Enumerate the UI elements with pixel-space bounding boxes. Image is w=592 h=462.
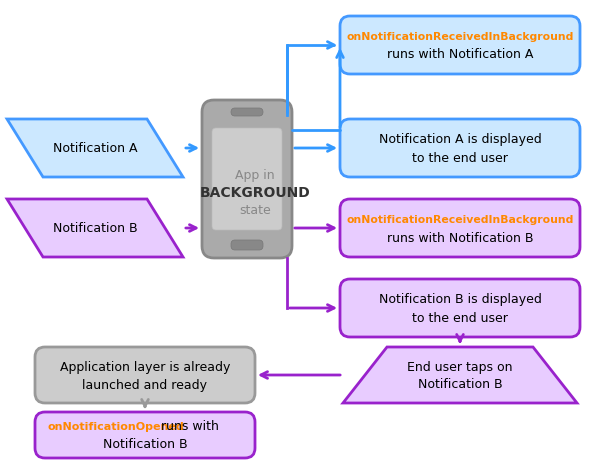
- Polygon shape: [343, 347, 577, 403]
- Text: BACKGROUND: BACKGROUND: [200, 186, 310, 200]
- Text: to the end user: to the end user: [412, 311, 508, 324]
- Text: Notification B: Notification B: [53, 221, 137, 235]
- Text: onNotificationOpened: onNotificationOpened: [47, 422, 184, 432]
- Text: End user taps on: End user taps on: [407, 360, 513, 373]
- FancyBboxPatch shape: [35, 412, 255, 458]
- FancyBboxPatch shape: [340, 16, 580, 74]
- FancyBboxPatch shape: [212, 128, 282, 230]
- Text: to the end user: to the end user: [412, 152, 508, 164]
- Polygon shape: [7, 119, 183, 177]
- FancyBboxPatch shape: [202, 100, 292, 258]
- FancyBboxPatch shape: [340, 119, 580, 177]
- FancyBboxPatch shape: [35, 347, 255, 403]
- FancyBboxPatch shape: [340, 199, 580, 257]
- Text: runs with Notification A: runs with Notification A: [387, 49, 533, 61]
- Text: runs with: runs with: [157, 420, 219, 433]
- Text: Notification A is displayed: Notification A is displayed: [379, 134, 541, 146]
- Text: Notification B is displayed: Notification B is displayed: [378, 293, 542, 306]
- FancyBboxPatch shape: [231, 108, 263, 116]
- Text: App in: App in: [235, 169, 275, 182]
- FancyBboxPatch shape: [231, 240, 263, 250]
- Text: onNotificationReceivedInBackground: onNotificationReceivedInBackground: [346, 215, 574, 225]
- FancyBboxPatch shape: [340, 279, 580, 337]
- Text: runs with Notification B: runs with Notification B: [387, 231, 533, 244]
- Text: Application layer is already: Application layer is already: [60, 360, 230, 373]
- Text: Notification A: Notification A: [53, 141, 137, 154]
- Text: onNotificationReceivedInBackground: onNotificationReceivedInBackground: [346, 32, 574, 42]
- Text: Notification B: Notification B: [418, 378, 503, 391]
- Text: Notification B: Notification B: [102, 438, 187, 451]
- Text: state: state: [239, 205, 271, 218]
- Polygon shape: [7, 199, 183, 257]
- Text: launched and ready: launched and ready: [82, 378, 208, 391]
